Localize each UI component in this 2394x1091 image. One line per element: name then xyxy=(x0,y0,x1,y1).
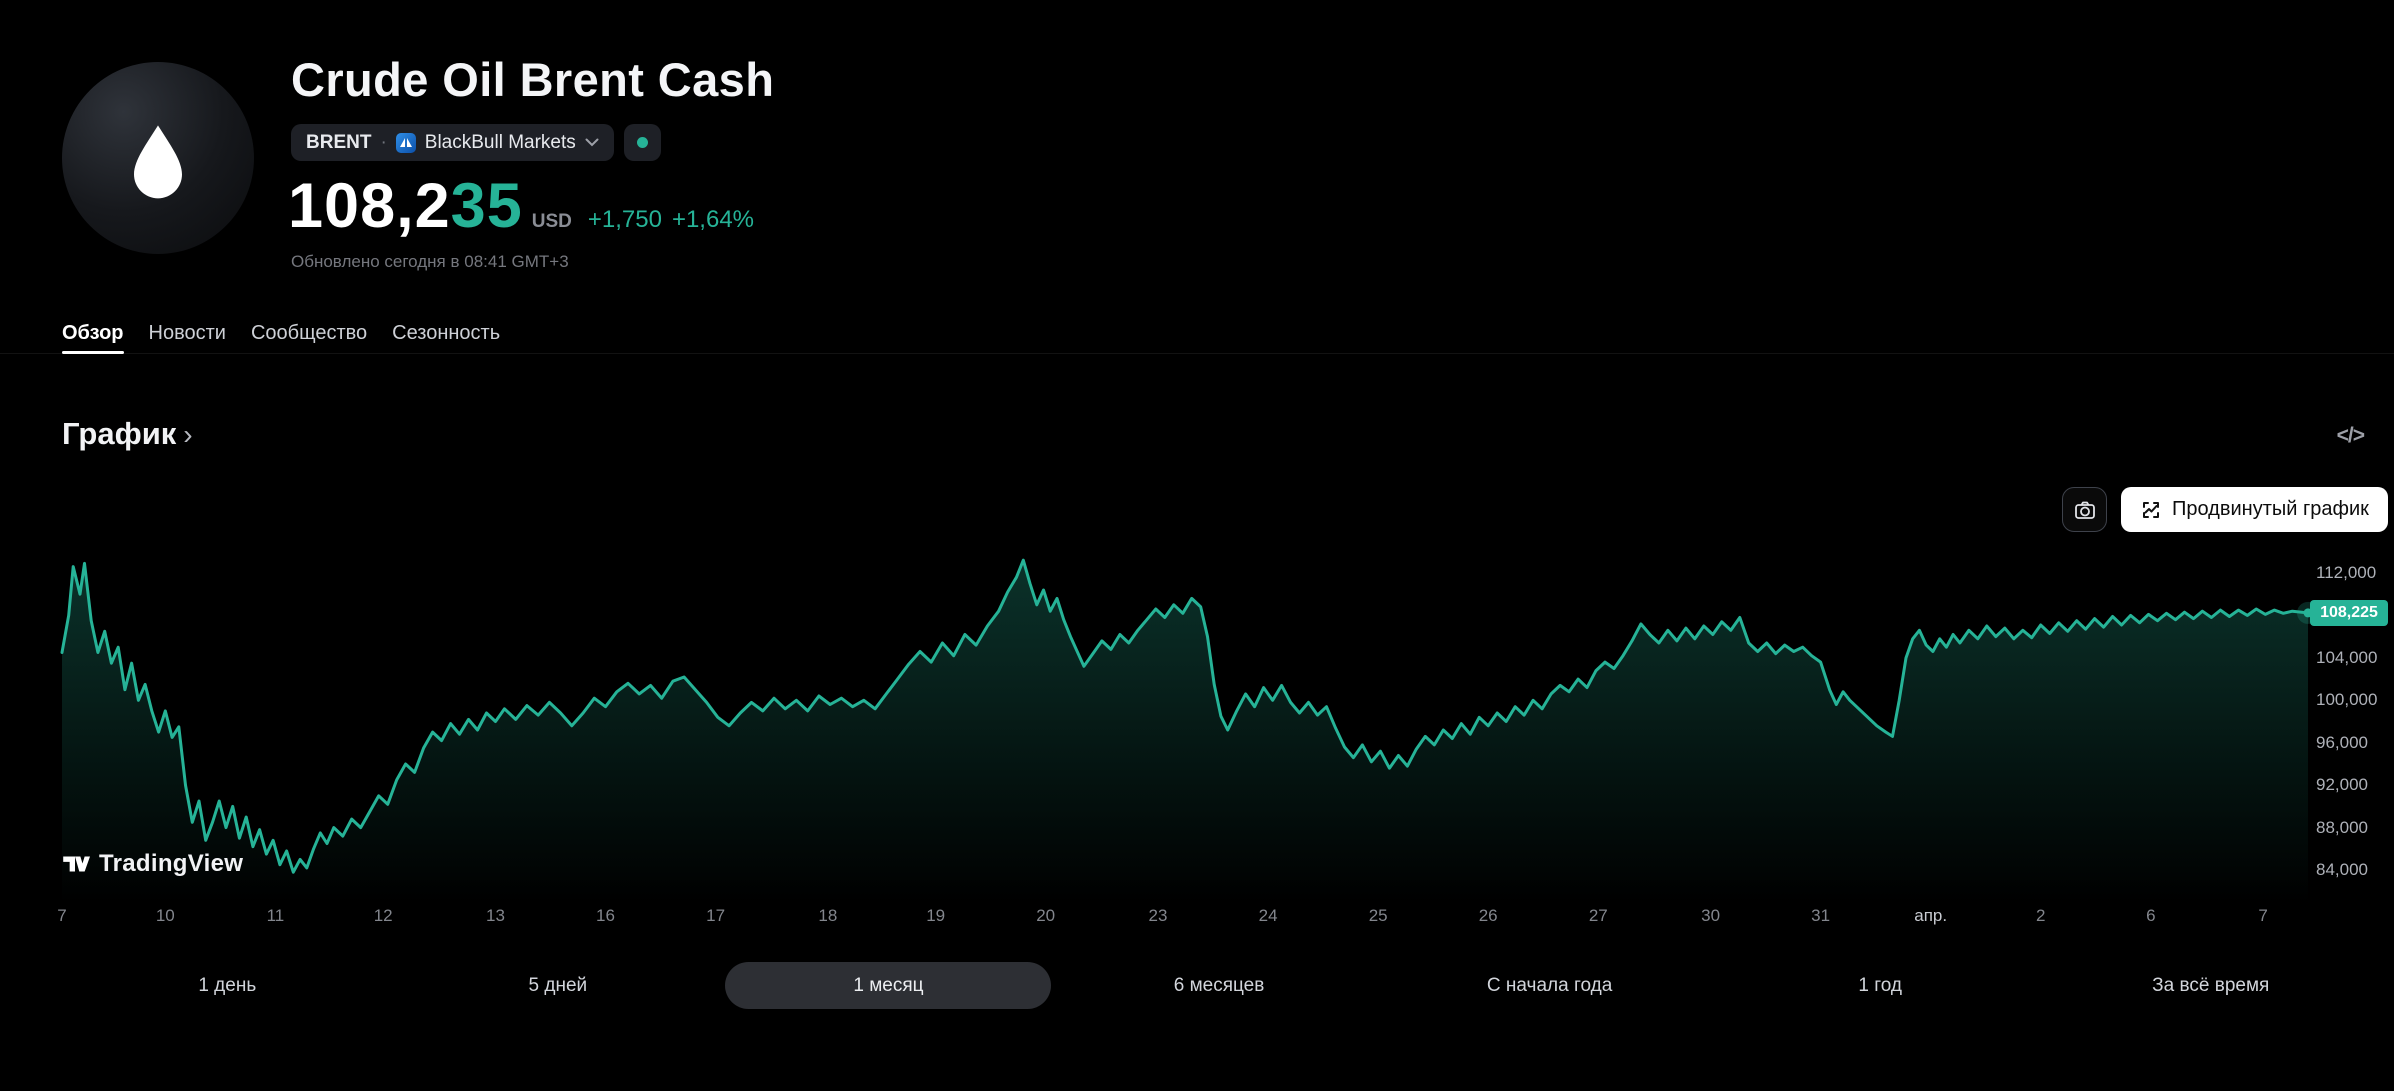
page-title: Crude Oil Brent Cash xyxy=(291,53,775,106)
range-button-С начала года[interactable]: С начала года xyxy=(1486,975,1613,996)
y-axis-label: 84,000 xyxy=(2316,860,2368,880)
tab-Сезонность[interactable]: Сезонность xyxy=(392,322,501,344)
price-row: 108,2 35 USD +1,750 +1,64% xyxy=(288,170,764,242)
tradingview-watermark[interactable]: TradingView xyxy=(60,849,243,879)
range-button-За всё время[interactable]: За всё время xyxy=(2152,975,2270,996)
range-cell: 5 дней xyxy=(393,962,724,1009)
price-currency: USD xyxy=(531,211,572,232)
x-axis-label: 20 xyxy=(1036,906,1056,925)
market-open-dot-icon xyxy=(636,137,648,148)
symbol-logo xyxy=(62,62,254,254)
x-axis-label: 23 xyxy=(1148,906,1168,925)
range-cell: 1 месяц xyxy=(723,962,1054,1009)
blackbull-logo-icon xyxy=(395,132,416,153)
market-status-button[interactable] xyxy=(623,124,661,161)
range-cell: За всё время xyxy=(2045,962,2376,1009)
last-price-label: 108,225 xyxy=(2310,600,2388,627)
symbol-ticker: BRENT xyxy=(306,131,372,153)
tab-Новости[interactable]: Новости xyxy=(148,322,226,344)
range-button-5 дней[interactable]: 5 дней xyxy=(528,975,588,996)
price-change: +1,750 +1,64% xyxy=(588,206,764,234)
oil-drop-icon xyxy=(134,125,182,199)
x-axis-label: 26 xyxy=(1478,906,1498,925)
x-axis-label: 11 xyxy=(266,906,285,925)
chart-line xyxy=(60,558,2310,874)
y-axis-label: 96,000 xyxy=(2316,732,2368,752)
x-axis-label: 31 xyxy=(1811,906,1831,925)
price-value-ticked-digits: 35 xyxy=(450,171,523,241)
x-axis-label: 16 xyxy=(596,906,615,925)
x-axis-label: 10 xyxy=(155,906,175,925)
tab-Обзор[interactable]: Обзор xyxy=(62,314,124,354)
x-axis-label: 7 xyxy=(2258,906,2268,925)
y-axis-label: 112,000 xyxy=(2316,562,2377,582)
camera-icon xyxy=(2074,501,2095,519)
chart-section-link[interactable]: График › xyxy=(62,416,193,452)
price-value: 108,2 xyxy=(288,171,451,241)
price-change-abs: +1,750 xyxy=(587,206,662,233)
range-button-1 день[interactable]: 1 день xyxy=(198,975,257,996)
x-axis-label: 19 xyxy=(926,906,946,925)
embed-code-button[interactable]: </> xyxy=(2336,424,2365,447)
price-chart[interactable] xyxy=(60,556,2319,904)
y-axis-label: 104,000 xyxy=(2316,647,2378,667)
chevron-right-icon: › xyxy=(183,418,193,450)
range-button-1 год[interactable]: 1 год xyxy=(1858,975,1902,996)
x-axis-label: 27 xyxy=(1588,906,1608,925)
screenshot-button[interactable] xyxy=(2062,487,2107,532)
exchange-name: BlackBull Markets xyxy=(424,131,576,153)
x-axis-label: 17 xyxy=(706,906,726,925)
price-change-pct: +1,64% xyxy=(671,206,755,233)
last-updated-text: Обновлено сегодня в 08:41 GMT+3 xyxy=(291,252,569,271)
chart-area-fill xyxy=(62,560,2308,904)
x-axis-label: 18 xyxy=(818,906,838,925)
x-axis-label: 12 xyxy=(373,906,393,925)
price-axis[interactable]: 112,000 104,000 100,000 96,000 92,000 88,000 8… xyxy=(2316,556,2392,904)
advanced-chart-icon xyxy=(2143,501,2159,518)
x-axis-label: апр. xyxy=(1914,906,1948,925)
tab-Сообщество[interactable]: Сообщество xyxy=(250,322,368,344)
range-cell: 1 год xyxy=(1715,962,2046,1009)
separator-dot: · xyxy=(380,131,387,153)
x-axis-label: 6 xyxy=(2146,906,2156,925)
y-axis-label: 88,000 xyxy=(2316,817,2368,837)
tradingview-watermark-label: TradingView xyxy=(99,850,244,877)
range-cell: С начала года xyxy=(1384,962,1715,1009)
x-axis-label: 24 xyxy=(1258,906,1278,925)
x-axis-label: 7 xyxy=(57,906,67,925)
tab-bar: Обзор Новости Сообщество Сезонность xyxy=(0,314,2394,354)
symbol-meta-row: BRENT · BlackBull Markets xyxy=(291,124,661,161)
x-axis-label: 25 xyxy=(1368,906,1388,925)
chevron-down-icon xyxy=(585,138,599,147)
x-axis-label: 30 xyxy=(1701,906,1721,925)
range-button-6 месяцев[interactable]: 6 месяцев xyxy=(1173,975,1265,996)
range-cell: 1 день xyxy=(62,962,393,1009)
range-button-1 месяц[interactable]: 1 месяц xyxy=(725,962,1052,1009)
x-axis-label: 2 xyxy=(2035,906,2046,925)
tradingview-logo-icon xyxy=(63,856,90,872)
time-axis[interactable]: 7 10 11 12 13 16 17 18 19 20 23 24 25 26 27 30 31 апр. 2 6 7 xyxy=(57,906,2308,928)
date-range-bar: 1 день 5 дней 1 месяц 6 месяцев С начала год… xyxy=(62,962,2376,1009)
range-cell: 6 месяцев xyxy=(1054,962,1385,1009)
section-title: График xyxy=(62,416,177,451)
price-chart-svg xyxy=(60,558,2319,904)
y-axis-label: 92,000 xyxy=(2316,775,2368,795)
symbol-exchange-dropdown[interactable]: BRENT · BlackBull Markets xyxy=(291,124,614,161)
advanced-chart-button-label: Продвинутый график xyxy=(2172,498,2369,520)
y-axis-label: 100,000 xyxy=(2316,690,2378,710)
x-axis-label: 13 xyxy=(486,906,505,925)
advanced-chart-button[interactable]: Продвинутый график xyxy=(2121,487,2388,532)
